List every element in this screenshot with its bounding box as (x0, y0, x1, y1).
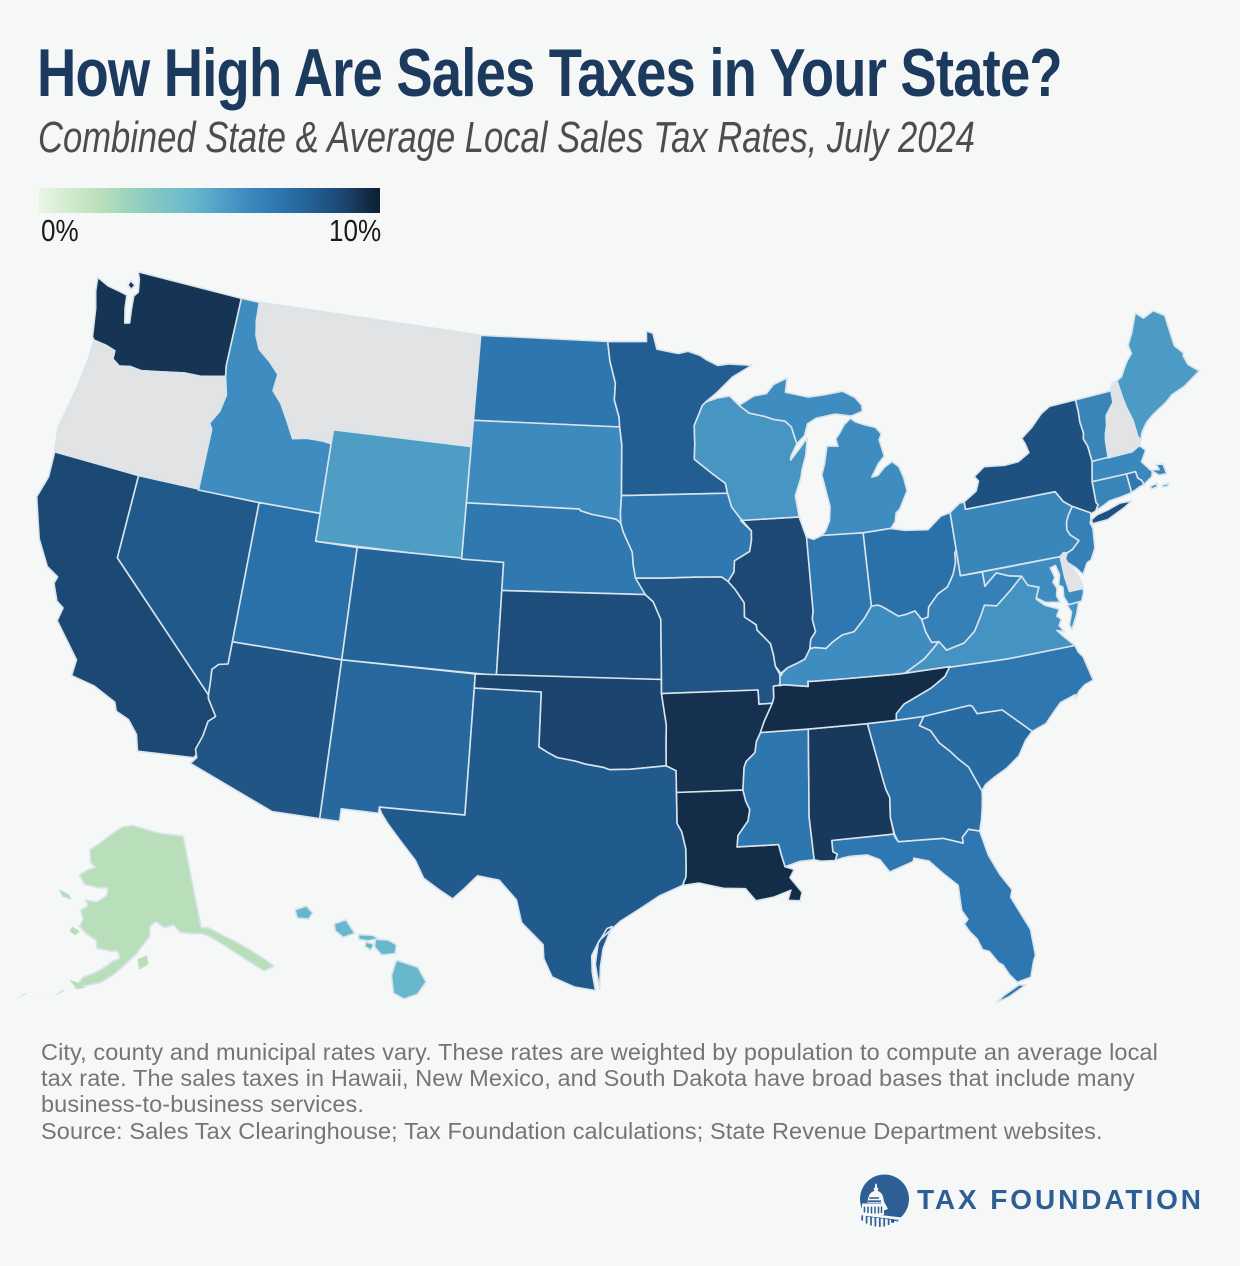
svg-text:TAX FOUNDATION: TAX FOUNDATION (917, 1184, 1204, 1215)
